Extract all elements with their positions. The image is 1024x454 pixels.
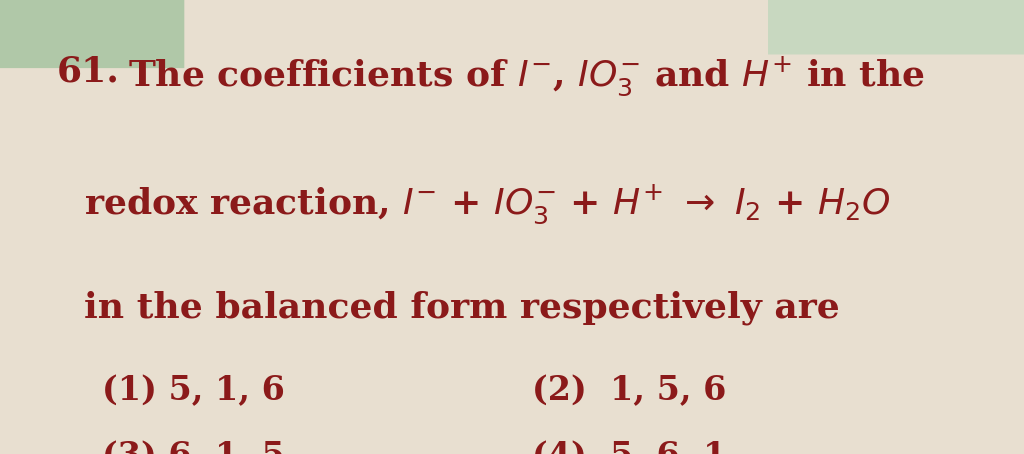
FancyBboxPatch shape xyxy=(0,0,184,68)
Text: (2)  1, 5, 6: (2) 1, 5, 6 xyxy=(532,375,727,408)
Text: (1) 5, 1, 6: (1) 5, 1, 6 xyxy=(102,375,286,408)
Text: (4)  5, 6, 1: (4) 5, 6, 1 xyxy=(532,440,727,454)
Text: redox reaction, $\mathit{I}^{-}$ + $\mathit{IO}_3^{-}$ + $\mathit{H}^{+}$ $\righ: redox reaction, $\mathit{I}^{-}$ + $\mat… xyxy=(84,182,891,226)
Text: The coefficients of $\mathit{I}^{-}$, $\mathit{IO}_3^{-}$ and $\mathit{H}^{+}$ i: The coefficients of $\mathit{I}^{-}$, $\… xyxy=(128,54,925,99)
FancyBboxPatch shape xyxy=(768,0,1024,54)
Text: (3) 6, 1, 5: (3) 6, 1, 5 xyxy=(102,440,285,454)
Text: in the balanced form respectively are: in the balanced form respectively are xyxy=(84,291,840,325)
Text: 61.: 61. xyxy=(56,54,119,89)
